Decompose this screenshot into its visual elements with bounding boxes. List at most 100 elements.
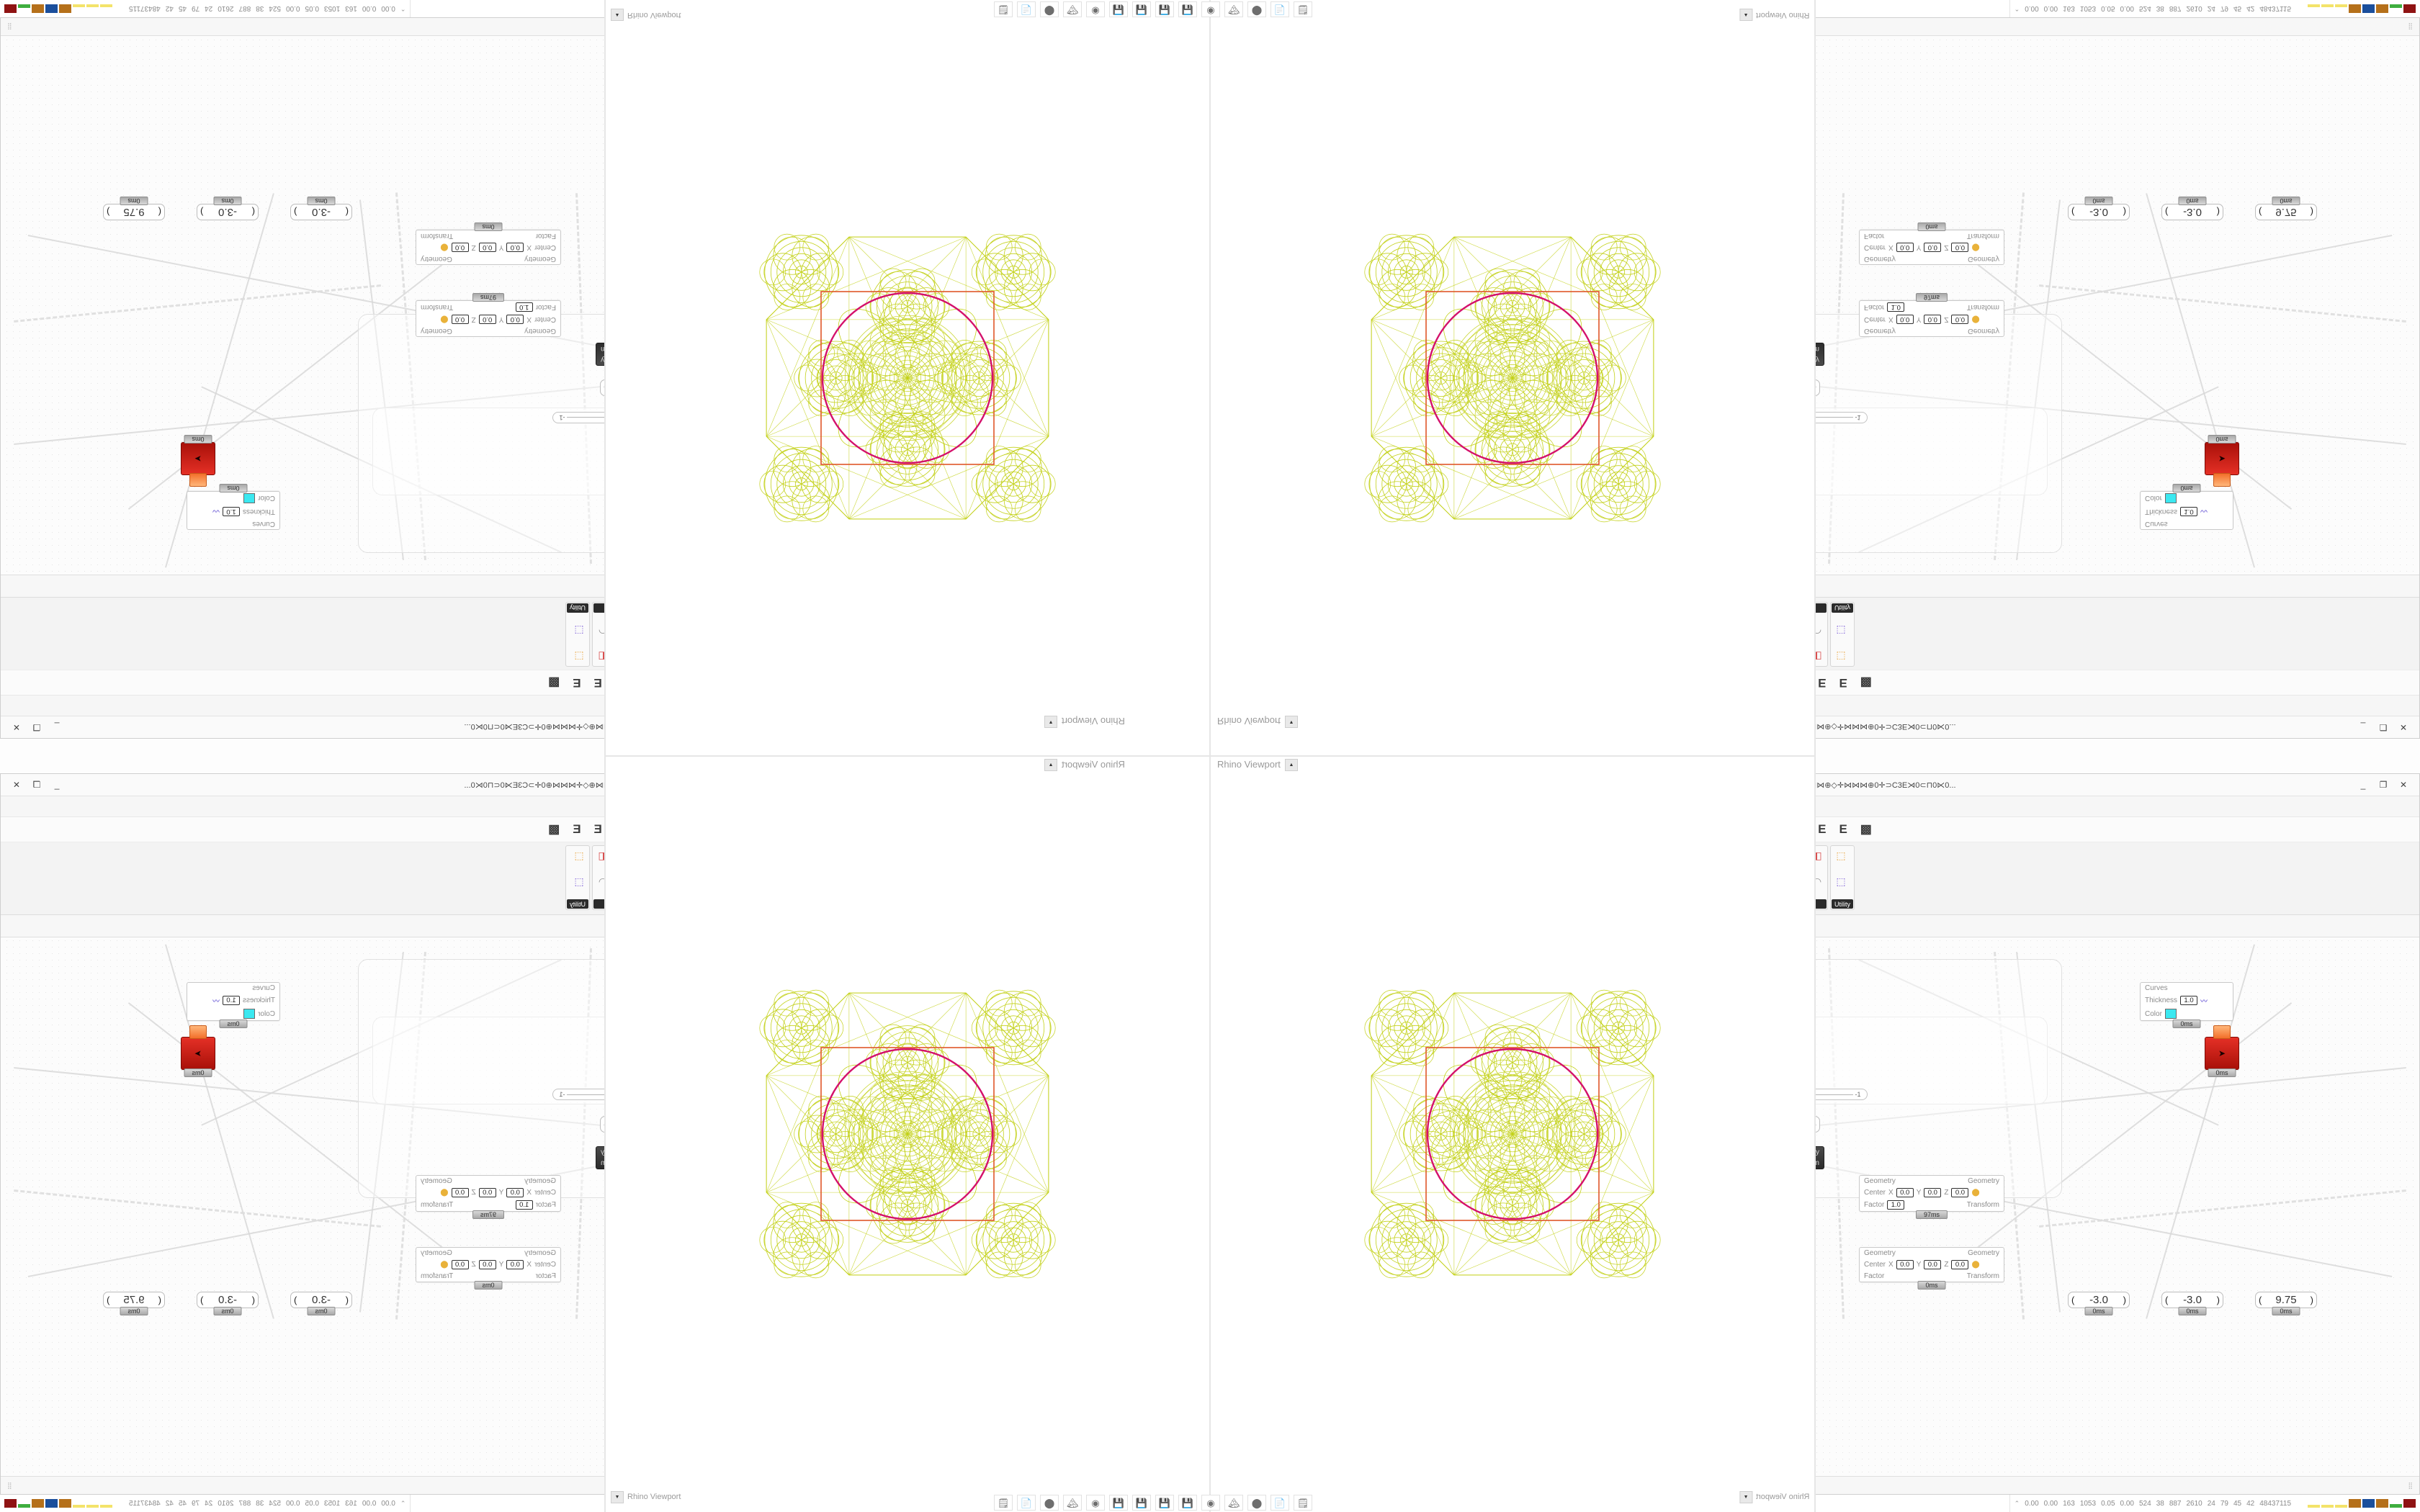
error-component-node[interactable]: ➤ 0ms [1319, 435, 1353, 487]
toolbar-icon-6[interactable]: 🗒 [913, 580, 927, 593]
maximize-button[interactable]: ❐ [2379, 780, 2388, 790]
component-tab-glyph-8[interactable]: ક [1399, 676, 1408, 690]
component-tab-glyph-4[interactable]: ↻ [1100, 822, 1111, 836]
ribbon-icon-5-7[interactable]: ◬ [823, 875, 831, 887]
component-tab-glyph-0[interactable]: ● [1189, 676, 1197, 690]
scale-node[interactable]: Geometry Geometry Center X 0.0 Y 0.0 Z 0.0 ⬤ Facto… [416, 1175, 561, 1219]
slider-knob[interactable] [1086, 1092, 1093, 1099]
ribbon-icon-6-2[interactable]: ✖ [1697, 651, 1706, 662]
number-slider-node[interactable]: m -1.0 M 0.0 D 0 -1 [1268, 412, 1428, 423]
toolbar-icon-8[interactable]: 🎒 [1531, 919, 1544, 932]
boolean-node[interactable]: False 0ms [1520, 981, 1579, 1005]
grasshopper-canvas[interactable]: (-3.0) 0ms(-3.0) 0ms(9.75) 0ms Curves Thickne… [1, 36, 1209, 575]
taskbar-item-0[interactable]: 🗒 [1210, 757, 1227, 773]
toolbar-icon-10[interactable]: ✖ [832, 580, 841, 593]
center-x-field[interactable]: 0.0 [1896, 315, 1914, 324]
number-node[interactable]: (9.75) 0ms [103, 1292, 165, 1315]
taskbar-item-0[interactable]: 🗒 [1193, 757, 1210, 773]
taskbar-item-4[interactable]: ◉ [1294, 757, 1311, 773]
number-node[interactable]: (-3.0) 0ms [197, 1292, 259, 1315]
ribbon-icon-0-8[interactable]: ⬡ [1287, 850, 1297, 861]
slider-min-field[interactable]: -1.0 [686, 414, 699, 421]
toolbar-icon-3[interactable]: ⬗ [1440, 580, 1448, 593]
resize-grip[interactable]: ⣿ [6, 23, 12, 31]
toolbar-icon-12[interactable]: ◍ [1616, 919, 1626, 932]
factor-field[interactable]: 1.0 [515, 1200, 533, 1210]
ribbon-icon-4-1[interactable]: ⟷ [1462, 625, 1478, 637]
ribbon-icon-2-0[interactable]: ⬗ [1043, 651, 1052, 662]
center-x-field[interactable]: 0.0 [1896, 243, 1914, 252]
transform-node[interactable]: Geometry Geometry ⬇ Plane Transform [1715, 1146, 1824, 1169]
ribbon-icon-6-2[interactable]: ✖ [1697, 850, 1706, 861]
center-y-field[interactable]: 0.0 [478, 315, 496, 324]
component-tab-letter-2[interactable]: ✿ [1517, 822, 1528, 836]
number-node[interactable]: (-3.0) 0ms [2161, 197, 2223, 220]
slider-max-field[interactable]: 0.0 [668, 1091, 678, 1098]
ribbon-icon-0-0[interactable]: ▥ [1221, 850, 1231, 861]
ribbon-panel-more-icon[interactable]: ▼ [797, 606, 802, 611]
ribbon-icon-0-5[interactable]: ⬢ [1156, 625, 1166, 637]
slider-max-field[interactable]: 0.0 [1107, 414, 1117, 421]
ribbon-icon-1-4[interactable]: ⌒ [1344, 850, 1354, 861]
ribbon-icon-5-10[interactable]: ◇ [1622, 651, 1631, 662]
ribbon-icon-0-8[interactable]: ⬡ [1123, 850, 1133, 861]
number-node[interactable]: (-3.0) 0ms [290, 1292, 352, 1315]
ribbon-icon-4-6[interactable]: ↗ [1515, 651, 1524, 662]
scale-node[interactable]: Geometry Geometry Center X 0.0 Y 0.0 Z 0.0 ⬤ Facto… [1859, 293, 2004, 337]
menu-item-pancake[interactable]: Pancake [941, 701, 973, 710]
minimize-button[interactable]: _ [54, 780, 60, 790]
ribbon-panel-more-icon[interactable]: ▼ [673, 606, 679, 611]
component-tab-letter-6[interactable]: B [1607, 822, 1616, 836]
ribbon-icon-5-8[interactable]: ◍ [1605, 651, 1615, 662]
taskbar-item-2[interactable]: ⬤ [1151, 739, 1168, 755]
toolbar-icon-13[interactable]: ◆ [776, 919, 784, 932]
ribbon-icon-6-1[interactable]: ⇅ [1679, 625, 1688, 637]
boolean-node[interactable]: False 0ms [841, 981, 900, 1005]
toolbar-icon-14[interactable]: ◐ [1664, 580, 1670, 592]
number-node[interactable]: (-3.0) 0ms [1304, 542, 1366, 566]
component-tab-letter-11[interactable]: C [1724, 676, 1734, 690]
component-tab-glyph-9[interactable]: ◉ [1420, 822, 1432, 836]
save-file-icon[interactable]: 💾 [1170, 580, 1184, 593]
toolbar-icon-2[interactable]: 🔥 [1410, 580, 1423, 593]
component-tab-letter-15[interactable]: E [1818, 822, 1827, 836]
toolbar-icon-16[interactable]: ◒ [712, 920, 719, 932]
component-tab-letter-1[interactable]: ◈ [1494, 822, 1505, 836]
number-node[interactable]: (-3.0) 0ms [1398, 946, 1460, 970]
ribbon-icon-3-5[interactable]: ⬖ [969, 875, 978, 887]
toolbar-icon-10[interactable]: ✖ [1579, 919, 1588, 932]
component-tab-glyph-5[interactable]: ◐ [1079, 822, 1088, 836]
ribbon-icon-0-5[interactable]: ⬢ [1254, 875, 1264, 887]
taskbar-item-3[interactable]: 🏔 [1273, 757, 1290, 773]
ribbon-icon-9-1[interactable]: ⬚ [1836, 875, 1846, 887]
ribbon-icon-5-11[interactable]: ⇊ [1622, 625, 1631, 637]
ribbon-icon-5-8[interactable]: ◍ [805, 651, 815, 662]
ribbon-icon-5-10[interactable]: ◇ [1622, 850, 1631, 861]
center-z-field[interactable]: 0.0 [1951, 315, 1969, 324]
scale-node[interactable]: Geometry Geometry Center X 0.0 Y 0.0 Z 0.0 ⬤ Facto… [416, 293, 561, 337]
center-x-field[interactable]: 0.0 [1896, 1188, 1914, 1197]
ribbon-icon-0-3[interactable]: ⬟ [1173, 875, 1183, 887]
taskbar-item-1[interactable]: 📄 [1172, 739, 1189, 755]
slider-dec-field[interactable]: 0 [655, 414, 660, 421]
slider-dec-field[interactable]: 0 [1760, 1091, 1765, 1098]
toolbar-icon-1[interactable]: 👁 [1016, 580, 1029, 593]
menu-item-file[interactable]: File [1175, 698, 1204, 713]
component-tab-letter-12[interactable]: 🐦 [1746, 676, 1762, 690]
toolbar-icon-0[interactable]: ⛶ [1375, 919, 1383, 932]
ribbon-icon-2-2[interactable]: ◐ [1027, 651, 1034, 662]
zoom-dropdown-icon[interactable]: ▼ [1055, 923, 1060, 929]
error-component-node[interactable]: ➤ 0ms [181, 1025, 215, 1077]
ribbon-icon-5-4[interactable]: ◭ [1572, 850, 1581, 861]
thickness-value[interactable]: 1.0 [1066, 996, 1084, 1005]
component-tab-letter-13[interactable]: D [637, 822, 646, 836]
ribbon-icon-5-3[interactable]: ◔ [1556, 625, 1564, 637]
component-tab-letter-16[interactable]: E [573, 676, 581, 690]
toolbar-icon-2[interactable]: 🔥 [997, 580, 1010, 593]
ribbon-icon-1-0[interactable]: ↝ [1100, 850, 1108, 861]
ribbon-icon-4-0[interactable]: ⤨ [1466, 850, 1474, 861]
ribbon-icon-9-1[interactable]: ⬚ [574, 625, 584, 637]
ribbon-icon-6-0[interactable]: ◨ [732, 850, 742, 861]
ribbon-icon-2-1[interactable]: ◰ [1042, 875, 1052, 887]
slider-knob[interactable] [1327, 413, 1334, 420]
